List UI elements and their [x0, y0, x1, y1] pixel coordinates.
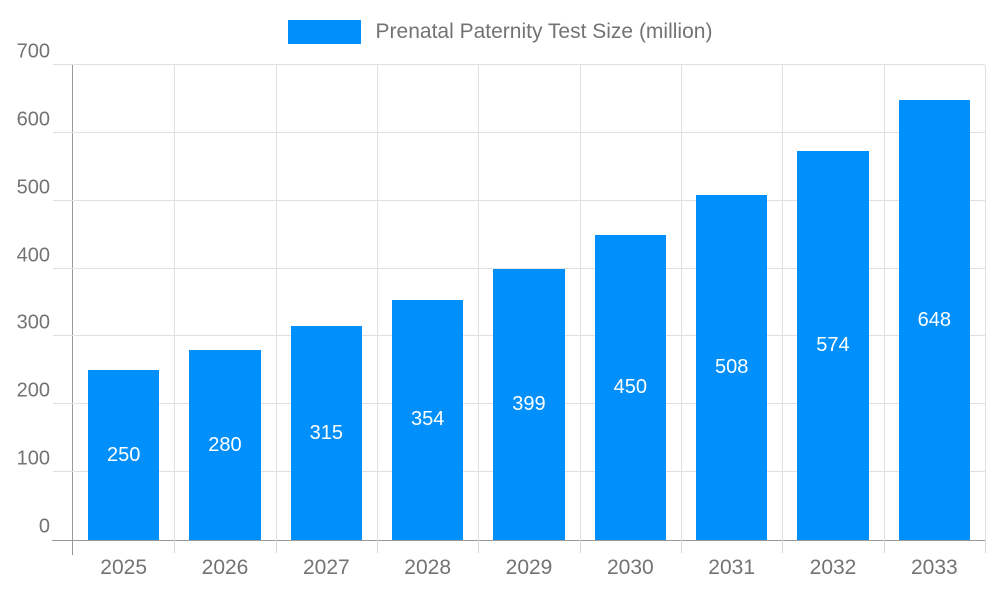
y-tick — [53, 267, 73, 269]
y-axis-label: 300 — [16, 311, 50, 334]
v-gridline — [782, 65, 784, 540]
v-gridline — [478, 65, 480, 540]
h-gridline — [73, 199, 985, 201]
x-axis-label: 2027 — [302, 556, 350, 579]
x-axis-label: 2029 — [505, 556, 553, 579]
y-axis-label: 100 — [16, 447, 50, 470]
v-gridline — [681, 65, 682, 540]
x-tick — [377, 540, 378, 553]
x-tick — [681, 540, 682, 553]
y-tick — [53, 471, 73, 473]
v-gridline — [883, 65, 885, 540]
y-tick — [53, 403, 73, 405]
y-tick — [53, 199, 73, 201]
x-tick — [275, 540, 277, 553]
v-gridline — [174, 65, 176, 540]
bar-value-label: 399 — [512, 393, 546, 416]
bar-value-label: 508 — [714, 356, 749, 379]
legend[interactable]: Prenatal Paternity Test Size (million) — [0, 20, 1000, 44]
y-axis-label: 0 — [38, 515, 50, 538]
x-tick — [478, 540, 480, 553]
y-tick — [53, 64, 73, 65]
bar-value-label: 280 — [208, 433, 242, 456]
x-tick — [782, 540, 784, 553]
y-axis-label: 400 — [16, 244, 50, 267]
bar: 508 — [695, 195, 768, 540]
h-gridline — [73, 64, 985, 65]
y-axis-label: 600 — [16, 108, 50, 131]
x-axis-line — [52, 540, 985, 541]
bar-value-label: 450 — [613, 375, 647, 398]
bar: 450 — [594, 234, 667, 540]
bar-value-label: 354 — [410, 408, 445, 431]
legend-swatch-icon — [287, 20, 361, 44]
bar: 354 — [391, 299, 464, 540]
v-gridline — [377, 65, 378, 540]
bar: 280 — [189, 350, 261, 540]
y-axis-label: 500 — [16, 176, 50, 199]
bar: 648 — [898, 100, 971, 540]
plot-area: 0 100 200 300 400 500 600 700 250 2025 280 2026 315 2… — [17, 41, 986, 579]
legend-label: Prenatal Paternity Test Size (million) — [375, 20, 713, 43]
x-tick — [174, 540, 176, 553]
v-gridline — [275, 65, 277, 540]
x-axis-label: 2031 — [708, 556, 756, 579]
y-axis-line — [72, 65, 73, 555]
y-tick — [53, 131, 73, 133]
y-axis-label: 200 — [16, 379, 50, 402]
x-axis-label: 2030 — [606, 556, 654, 579]
bar-value-label: 574 — [816, 333, 850, 356]
bar: 315 — [290, 326, 363, 540]
bar: 250 — [87, 370, 160, 540]
y-axis-label: 700 — [16, 40, 50, 63]
h-gridline — [73, 267, 985, 269]
x-axis-label: 2032 — [809, 556, 857, 579]
bar-value-label: 250 — [106, 443, 141, 466]
v-gridline — [985, 65, 986, 540]
bar-value-label: 315 — [309, 421, 343, 444]
bar: 399 — [493, 269, 565, 540]
x-axis-label: 2025 — [100, 556, 148, 579]
bar-value-label: 648 — [917, 308, 951, 331]
h-gridline — [73, 131, 985, 133]
x-axis-label: 2028 — [404, 556, 452, 579]
x-tick — [883, 540, 885, 553]
x-tick — [985, 540, 986, 553]
x-tick — [579, 540, 581, 553]
x-axis-label: 2033 — [910, 556, 958, 579]
x-axis-label: 2026 — [201, 556, 249, 579]
y-tick — [53, 335, 73, 337]
bar: 574 — [797, 150, 869, 540]
v-gridline — [579, 65, 581, 540]
